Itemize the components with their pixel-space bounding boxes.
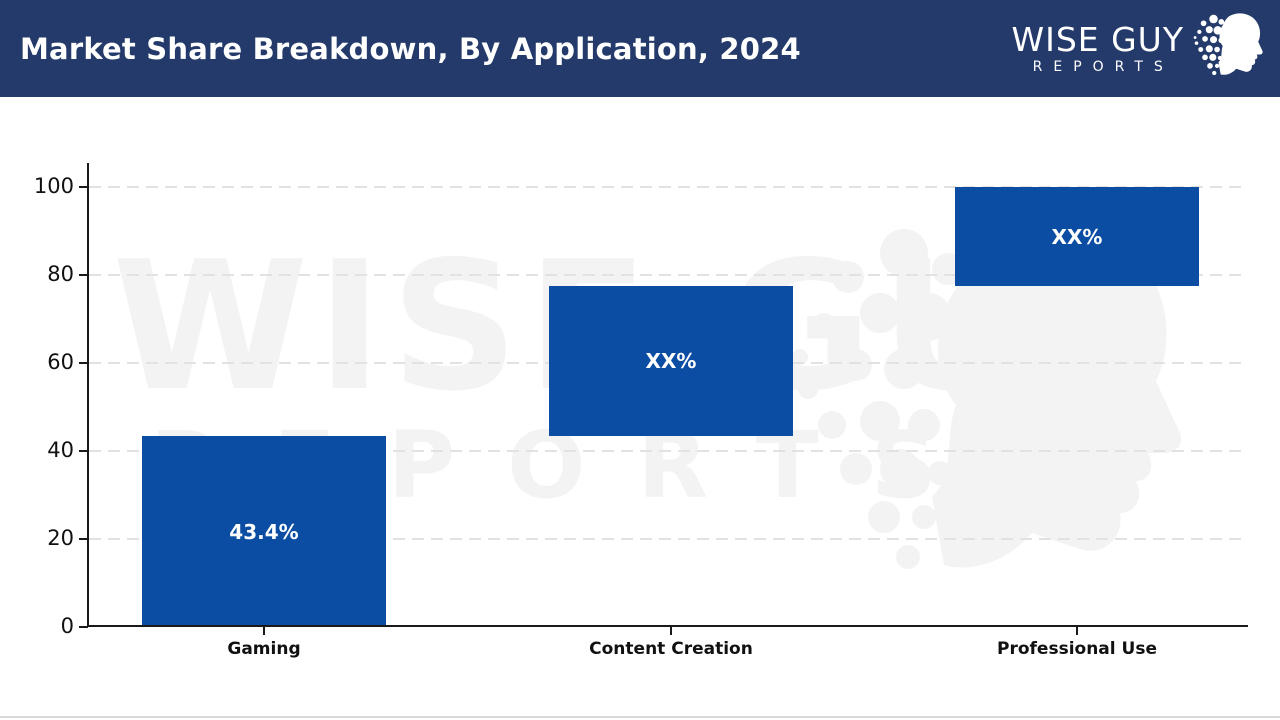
bar-value-label: 43.4% xyxy=(229,519,299,544)
page-title: Market Share Breakdown, By Application, … xyxy=(20,31,801,66)
bar-value-label: XX% xyxy=(645,349,697,374)
bar-gaming: 43.4% xyxy=(142,436,386,627)
y-tick-100 xyxy=(79,186,88,188)
y-tick-20 xyxy=(79,538,88,540)
y-axis-line xyxy=(87,163,89,627)
bar-value-label: XX% xyxy=(1051,224,1103,249)
bar-content-creation: XX% xyxy=(549,286,793,437)
gridline-100 xyxy=(89,186,1248,188)
y-tick-40 xyxy=(79,450,88,452)
gridline-20 xyxy=(89,538,1248,540)
category-label-professional-use: Professional Use xyxy=(997,639,1157,659)
x-tick-1 xyxy=(263,627,265,635)
category-label-content-creation: Content Creation xyxy=(589,639,753,659)
y-tick-60 xyxy=(79,362,88,364)
y-tick-label-60: 60 xyxy=(47,350,74,374)
y-tick-label-20: 20 xyxy=(47,526,74,550)
bar-professional-use: XX% xyxy=(955,187,1199,286)
category-label-gaming: Gaming xyxy=(227,639,301,659)
gridline-80 xyxy=(89,274,1248,276)
x-tick-2 xyxy=(670,627,672,635)
y-tick-label-80: 80 xyxy=(47,262,74,286)
y-tick-label-100: 100 xyxy=(33,174,74,198)
x-tick-3 xyxy=(1076,627,1078,635)
y-tick-label-40: 40 xyxy=(47,438,74,462)
logo-reports-label: REPORTS xyxy=(1032,59,1174,75)
x-axis-line xyxy=(87,625,1248,627)
header-bar: Market Share Breakdown, By Application, … xyxy=(0,0,1280,97)
logo-text: WISE GUY REPORTS xyxy=(1011,23,1184,74)
wiseguy-head-icon xyxy=(1193,12,1263,75)
wise-guy-reports-logo: WISE GUY REPORTS xyxy=(1011,10,1280,88)
bottom-divider xyxy=(0,716,1280,718)
y-tick-80 xyxy=(79,274,88,276)
y-tick-0 xyxy=(79,626,88,628)
y-tick-label-0: 0 xyxy=(60,614,74,638)
gridline-40 xyxy=(89,450,1248,452)
logo-wiseguy-label: WISE GUY xyxy=(1011,20,1184,59)
